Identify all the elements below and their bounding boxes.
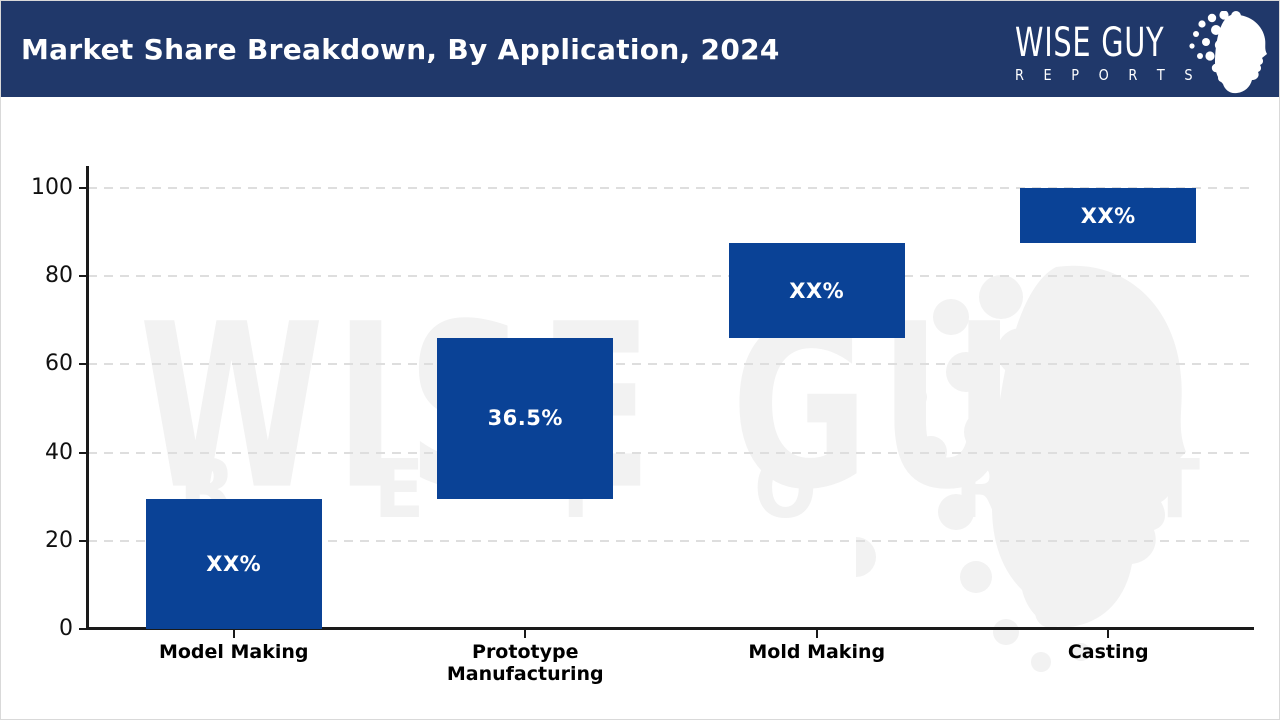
- y-gridline: [88, 275, 1254, 278]
- header-bar: Market Share Breakdown, By Application, …: [1, 1, 1279, 97]
- y-tick-label: 80: [45, 263, 73, 289]
- page-title: Market Share Breakdown, By Application, …: [21, 32, 780, 66]
- y-tick-label: 100: [31, 175, 73, 200]
- y-gridline: [88, 451, 1254, 454]
- brand-logo: WISE GUY R E P O R T S: [1015, 9, 1267, 94]
- x-tick-mark: [232, 629, 235, 638]
- bar-prototype-manufacturing: 36.5%: [437, 337, 614, 499]
- y-tick-label: 0: [59, 616, 73, 641]
- bar-value-label: XX%: [1080, 203, 1136, 228]
- logo-wordmark-line2: R E P O R T S: [1015, 66, 1201, 84]
- bar-casting: XX%: [1020, 188, 1197, 244]
- y-gridline: [88, 363, 1254, 366]
- y-axis-line: [86, 166, 89, 630]
- x-tick-mark: [1107, 629, 1110, 638]
- x-axis-line: [86, 627, 1254, 630]
- logo-head-profile-icon: [1189, 11, 1267, 94]
- y-gridline: [88, 187, 1254, 189]
- bar-model-making: XX%: [145, 498, 322, 629]
- bar-mold-making: XX%: [728, 243, 905, 338]
- y-tick-mark: [79, 275, 86, 278]
- bar-value-label: XX%: [206, 551, 262, 576]
- y-tick-mark: [79, 451, 86, 454]
- y-tick-mark: [79, 363, 86, 366]
- chart-area: WISE GUY R E P O R T S 020406080100XX%Mo…: [1, 97, 1279, 719]
- x-category-label: Prototype Manufacturing: [446, 641, 604, 685]
- x-category-label: Casting: [1067, 641, 1149, 663]
- x-category-label: Mold Making: [748, 641, 886, 663]
- x-category-label: Model Making: [158, 641, 309, 663]
- y-tick-mark: [79, 187, 86, 189]
- y-tick-label: 40: [45, 439, 73, 465]
- x-tick-mark: [524, 629, 527, 638]
- bar-value-label: XX%: [789, 278, 845, 303]
- logo-wordmark: WISE GUY R E P O R T S: [1015, 20, 1201, 84]
- y-tick-label: 60: [45, 351, 73, 377]
- y-tick-mark: [79, 628, 86, 630]
- y-tick-mark: [79, 539, 86, 542]
- y-gridline: [88, 539, 1254, 542]
- bar-value-label: 36.5%: [487, 406, 563, 431]
- y-tick-label: 20: [45, 527, 73, 553]
- logo-wordmark-line1: WISE GUY: [1015, 20, 1165, 66]
- x-tick-mark: [815, 629, 818, 638]
